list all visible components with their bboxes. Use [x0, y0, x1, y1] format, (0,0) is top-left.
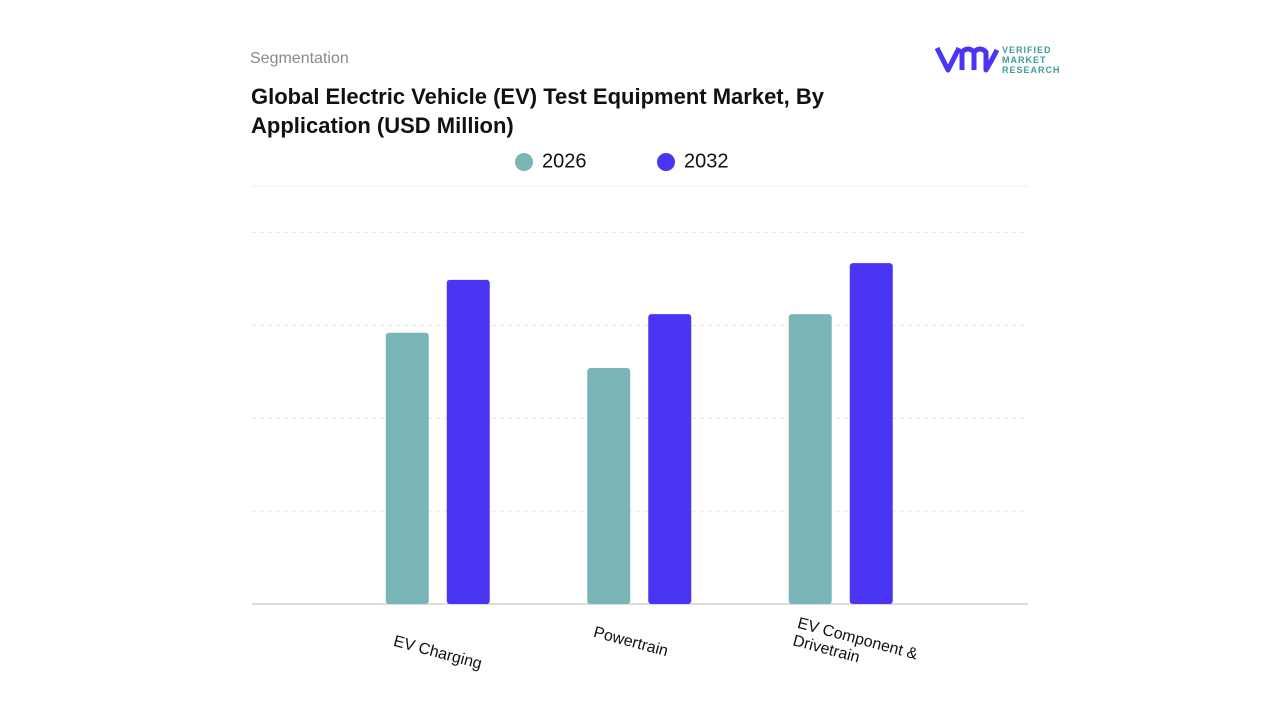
logo-mark	[934, 46, 1000, 73]
bar	[648, 314, 692, 604]
subtitle: Segmentation	[250, 50, 349, 67]
legend-label: 2026	[542, 150, 587, 172]
bar	[446, 279, 490, 604]
logo-text: VERIFIED	[1002, 45, 1052, 55]
bar	[587, 368, 631, 604]
chart-title: Global Electric Vehicle (EV) Test Equipm…	[251, 84, 824, 138]
legend-marker	[657, 153, 675, 171]
plot: 2026 2032	[252, 150, 1028, 605]
bar	[385, 332, 429, 604]
legend-label: 2032	[684, 150, 729, 172]
bar	[788, 314, 832, 604]
bar	[849, 263, 893, 604]
logo-text: RESEARCH	[1002, 65, 1061, 75]
logo: VERIFIED MARKET RESEARCH	[934, 45, 1061, 75]
legend-marker	[515, 153, 533, 171]
logo-text: MARKET	[1002, 55, 1047, 65]
